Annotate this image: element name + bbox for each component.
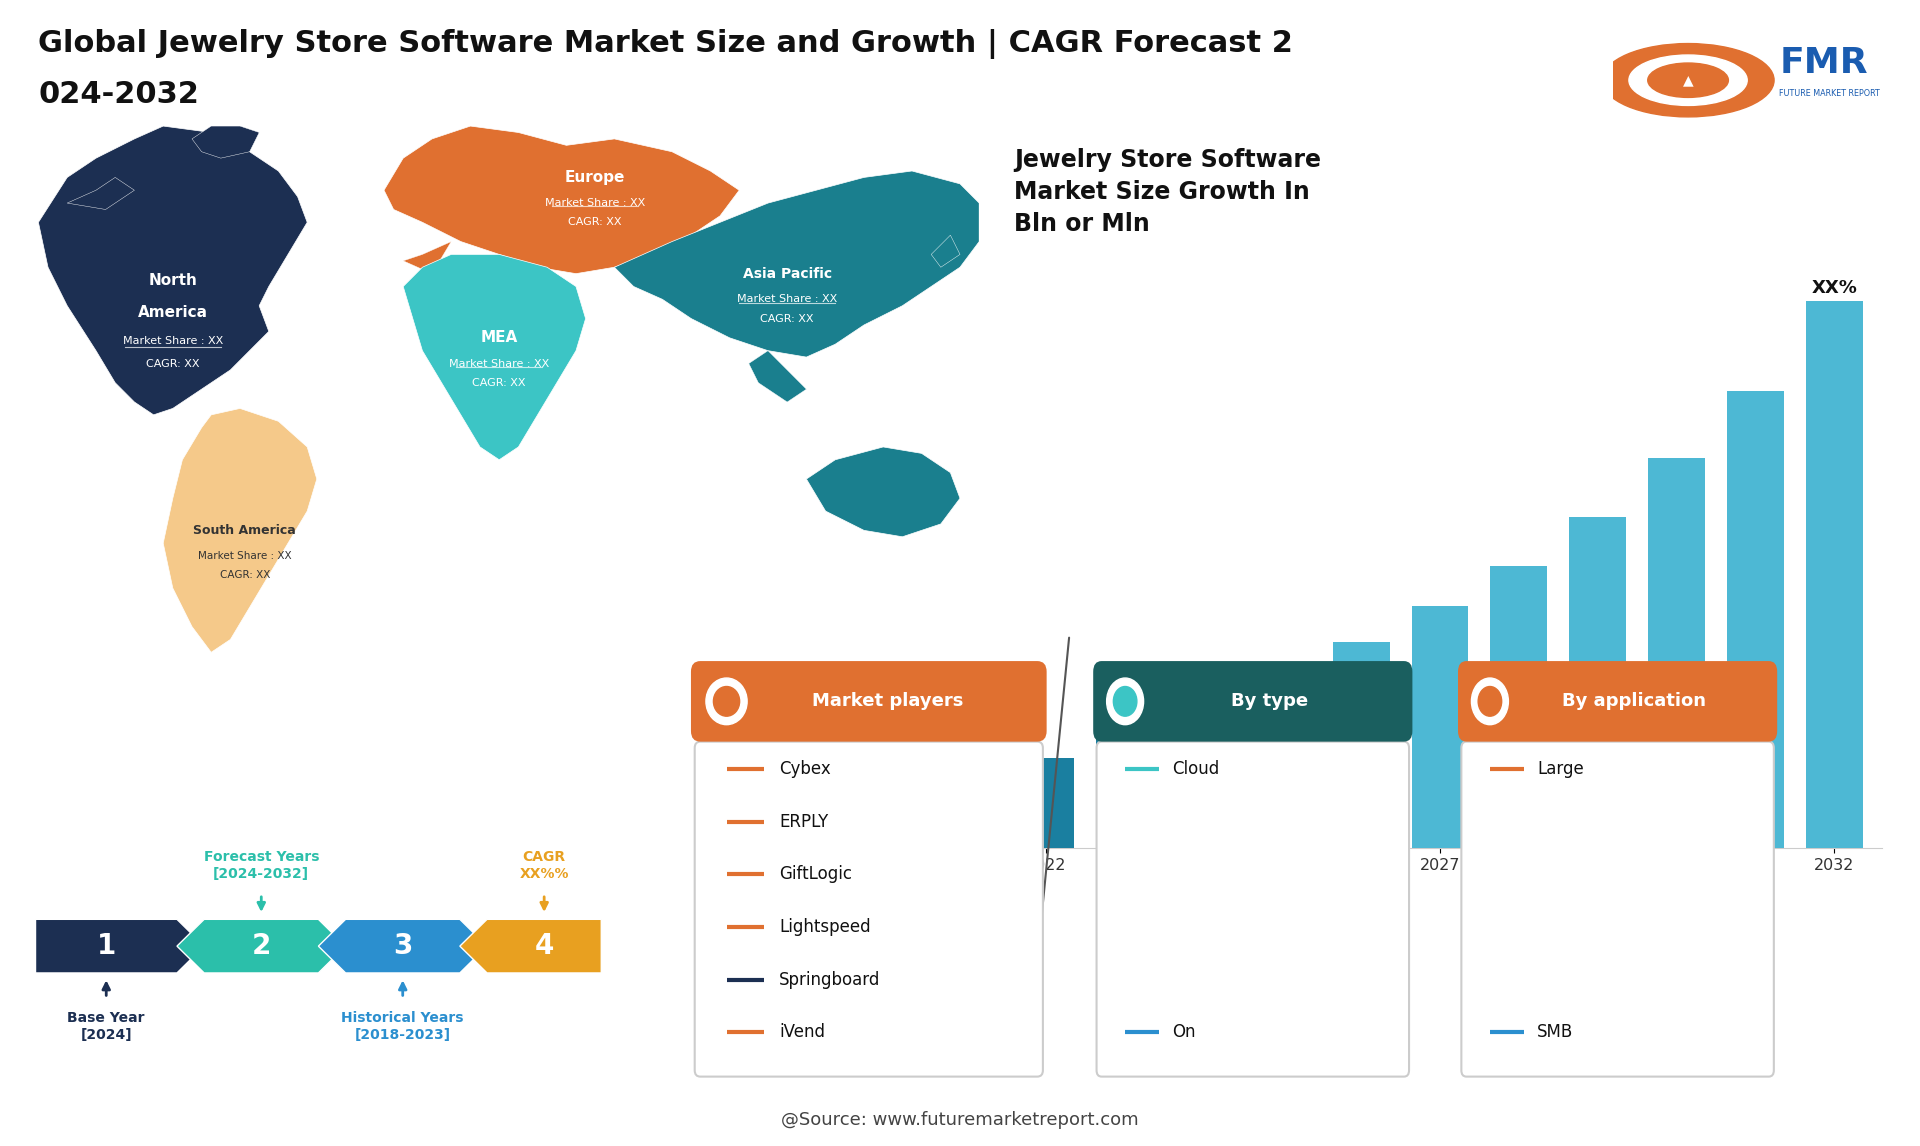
- Text: Lightspeed: Lightspeed: [780, 918, 870, 936]
- Polygon shape: [614, 171, 979, 358]
- Text: SMB: SMB: [1536, 1023, 1572, 1041]
- Text: Base Year
[2024]: Base Year [2024]: [67, 1011, 146, 1042]
- Text: Jewelry Store Software
Market Size Growth In
Bln or Mln: Jewelry Store Software Market Size Growt…: [1014, 149, 1321, 236]
- Text: Large: Large: [1536, 760, 1584, 778]
- FancyBboxPatch shape: [1092, 661, 1413, 741]
- Bar: [1807, 301, 1862, 848]
- Text: XX%: XX%: [1811, 278, 1857, 297]
- FancyBboxPatch shape: [691, 661, 1046, 741]
- Polygon shape: [403, 242, 451, 274]
- Text: Market Share : XX: Market Share : XX: [198, 551, 292, 562]
- Text: GiftLogic: GiftLogic: [780, 865, 852, 884]
- Bar: [1332, 642, 1390, 848]
- Text: By type: By type: [1231, 692, 1308, 711]
- Bar: [1728, 391, 1784, 848]
- FancyBboxPatch shape: [1461, 741, 1774, 1076]
- Text: Europe: Europe: [564, 170, 626, 185]
- Text: CAGR: XX: CAGR: XX: [568, 218, 622, 227]
- Text: 4: 4: [534, 932, 553, 960]
- Polygon shape: [319, 919, 488, 973]
- Bar: [1569, 517, 1626, 848]
- Text: CAGR: XX: CAGR: XX: [760, 314, 814, 323]
- Polygon shape: [931, 235, 960, 267]
- Bar: [1490, 566, 1548, 848]
- Polygon shape: [35, 919, 204, 973]
- Text: Market Share : XX: Market Share : XX: [545, 198, 645, 209]
- Polygon shape: [38, 126, 307, 415]
- Text: America: America: [138, 305, 207, 320]
- Text: @Source: www.futuremarketreport.com: @Source: www.futuremarketreport.com: [781, 1110, 1139, 1129]
- Text: ▲: ▲: [1682, 73, 1693, 87]
- Circle shape: [1106, 678, 1144, 724]
- Bar: [1096, 727, 1152, 848]
- Text: 2: 2: [252, 932, 271, 960]
- Polygon shape: [192, 126, 259, 158]
- Text: Market players: Market players: [812, 692, 964, 711]
- Text: MEA: MEA: [480, 330, 518, 345]
- Text: CAGR: XX: CAGR: XX: [472, 378, 526, 387]
- Text: North: North: [148, 273, 198, 288]
- Text: Cloud: Cloud: [1171, 760, 1219, 778]
- Text: Historical Years
[2018-2023]: Historical Years [2018-2023]: [342, 1011, 465, 1042]
- Text: On: On: [1171, 1023, 1196, 1041]
- Text: CAGR: XX: CAGR: XX: [146, 359, 200, 369]
- Bar: [1175, 700, 1233, 848]
- Polygon shape: [177, 919, 346, 973]
- Bar: [1411, 606, 1469, 848]
- Circle shape: [1478, 686, 1501, 716]
- Text: iVend: iVend: [780, 1023, 826, 1041]
- Text: Market Share : XX: Market Share : XX: [449, 359, 549, 369]
- Text: CAGR: XX: CAGR: XX: [219, 571, 271, 580]
- Text: 3: 3: [394, 932, 413, 960]
- Text: Global Jewelry Store Software Market Size and Growth | CAGR Forecast 2: Global Jewelry Store Software Market Siz…: [38, 29, 1294, 58]
- Polygon shape: [163, 408, 317, 652]
- Text: FMR: FMR: [1780, 46, 1868, 80]
- Text: Forecast Years
[2024-2032]: Forecast Years [2024-2032]: [204, 850, 319, 881]
- Circle shape: [1114, 686, 1137, 716]
- Circle shape: [714, 686, 739, 716]
- Circle shape: [1628, 55, 1747, 105]
- FancyBboxPatch shape: [1457, 661, 1778, 741]
- Bar: [1018, 759, 1073, 848]
- Text: South America: South America: [194, 524, 296, 536]
- Text: Asia Pacific: Asia Pacific: [743, 267, 831, 281]
- Polygon shape: [461, 919, 601, 973]
- Polygon shape: [749, 351, 806, 402]
- Polygon shape: [384, 126, 739, 274]
- Text: 1: 1: [96, 932, 115, 960]
- Text: Cybex: Cybex: [780, 760, 831, 778]
- Polygon shape: [403, 254, 586, 460]
- Text: XX%: XX%: [1181, 677, 1227, 696]
- Text: Springboard: Springboard: [780, 971, 879, 989]
- Polygon shape: [67, 178, 134, 210]
- FancyBboxPatch shape: [1096, 741, 1409, 1076]
- Circle shape: [1471, 678, 1509, 724]
- Circle shape: [1647, 63, 1728, 97]
- Text: Market Share : XX: Market Share : XX: [123, 336, 223, 346]
- Circle shape: [707, 678, 747, 724]
- Text: Market Share : XX: Market Share : XX: [737, 295, 837, 305]
- Circle shape: [1601, 44, 1774, 117]
- Polygon shape: [806, 447, 960, 536]
- Text: 024-2032: 024-2032: [38, 80, 200, 109]
- Text: By application: By application: [1563, 692, 1707, 711]
- Bar: [1647, 458, 1705, 848]
- Bar: [1254, 674, 1311, 848]
- FancyBboxPatch shape: [695, 741, 1043, 1076]
- Text: FUTURE MARKET REPORT: FUTURE MARKET REPORT: [1780, 89, 1880, 99]
- Text: ERPLY: ERPLY: [780, 813, 828, 831]
- Text: CAGR
XX%%: CAGR XX%%: [520, 850, 568, 881]
